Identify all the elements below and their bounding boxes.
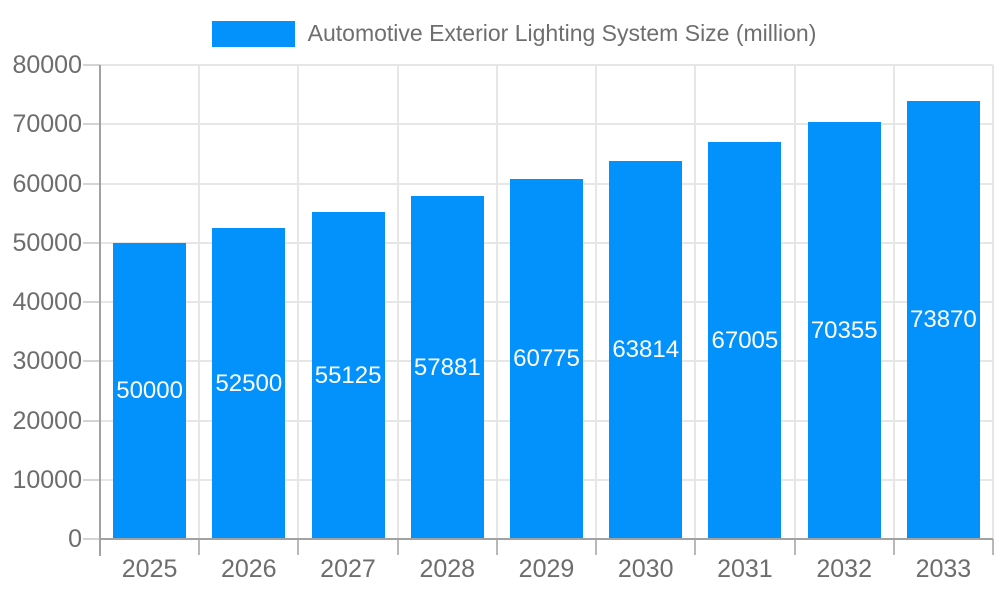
x-tick-label: 2025 [121, 555, 178, 583]
v-gridline [892, 65, 895, 539]
x-axis-tick [396, 539, 399, 555]
x-axis-tick [694, 539, 697, 555]
h-gridline [100, 123, 993, 126]
y-tick-label: 60000 [12, 169, 82, 198]
x-tick-label: 2028 [419, 555, 476, 583]
y-axis-tick [83, 123, 100, 126]
bar-value-label: 70355 [810, 316, 878, 344]
v-gridline [992, 65, 994, 539]
y-tick-label: 50000 [12, 228, 82, 257]
v-gridline [595, 65, 598, 539]
bar-2026[interactable] [212, 227, 286, 539]
bar-value-label: 52500 [215, 369, 283, 397]
y-axis-tick [83, 301, 100, 303]
y-tick-label: 80000 [12, 51, 82, 79]
bar-value-label: 73870 [910, 306, 977, 334]
bar-value-label: 63814 [612, 336, 680, 363]
y-axis-tick [83, 478, 100, 481]
bar-value-label: 57881 [413, 353, 481, 381]
y-tick-label: 30000 [12, 347, 82, 376]
bar-2031[interactable] [708, 142, 782, 539]
x-axis-tick [297, 539, 300, 555]
legend[interactable]: Automotive Exterior Lighting System Size… [0, 20, 1000, 47]
x-tick-label: 2029 [518, 555, 575, 583]
y-axis-tick [83, 360, 100, 363]
y-axis-tick [83, 241, 100, 244]
v-gridline [396, 65, 399, 539]
v-gridline [694, 65, 697, 539]
x-axis-tick [495, 539, 498, 555]
bar-2032[interactable] [807, 122, 881, 539]
x-tick-label: 2030 [617, 555, 674, 583]
bar-value-label: 67005 [711, 326, 779, 354]
legend-label: Automotive Exterior Lighting System Size… [307, 20, 817, 46]
y-axis-tick [83, 419, 100, 422]
y-tick-label: 10000 [12, 465, 82, 494]
bar-value-label: 60775 [513, 345, 580, 372]
bar-value-label: 55125 [314, 361, 382, 389]
x-axis-tick [793, 539, 796, 555]
v-gridline [297, 65, 300, 539]
x-axis-tick [198, 539, 201, 555]
y-axis-tick [83, 182, 100, 185]
y-tick-label: 0 [68, 525, 82, 553]
x-axis-tick [992, 539, 994, 555]
bar-value-label: 50000 [116, 376, 183, 404]
y-tick-label: 70000 [12, 110, 82, 139]
y-tick-label: 40000 [12, 288, 82, 316]
v-gridline [495, 65, 498, 539]
bar-2028[interactable] [410, 196, 484, 539]
x-tick-label: 2032 [816, 555, 872, 583]
bar-2030[interactable] [609, 160, 683, 539]
x-tick-label: 2031 [717, 555, 773, 583]
bar-2029[interactable] [510, 178, 583, 539]
bar-2033[interactable] [906, 101, 980, 539]
y-axis-tick [83, 538, 100, 540]
v-gridline [198, 65, 201, 539]
v-gridline [793, 65, 796, 539]
legend-swatch [211, 20, 295, 47]
h-gridline [100, 64, 993, 66]
y-tick-label: 20000 [12, 406, 82, 435]
x-axis-tick [892, 539, 895, 555]
x-tick-label: 2026 [220, 555, 277, 583]
x-axis-line [100, 538, 993, 540]
x-tick-label: 2033 [915, 555, 972, 583]
y-axis-line [99, 65, 101, 556]
bar-2025[interactable] [113, 242, 187, 540]
x-tick-label: 2027 [320, 555, 376, 583]
bar-2027[interactable] [311, 212, 385, 539]
x-axis-tick [595, 539, 598, 555]
y-axis-tick [83, 64, 100, 66]
